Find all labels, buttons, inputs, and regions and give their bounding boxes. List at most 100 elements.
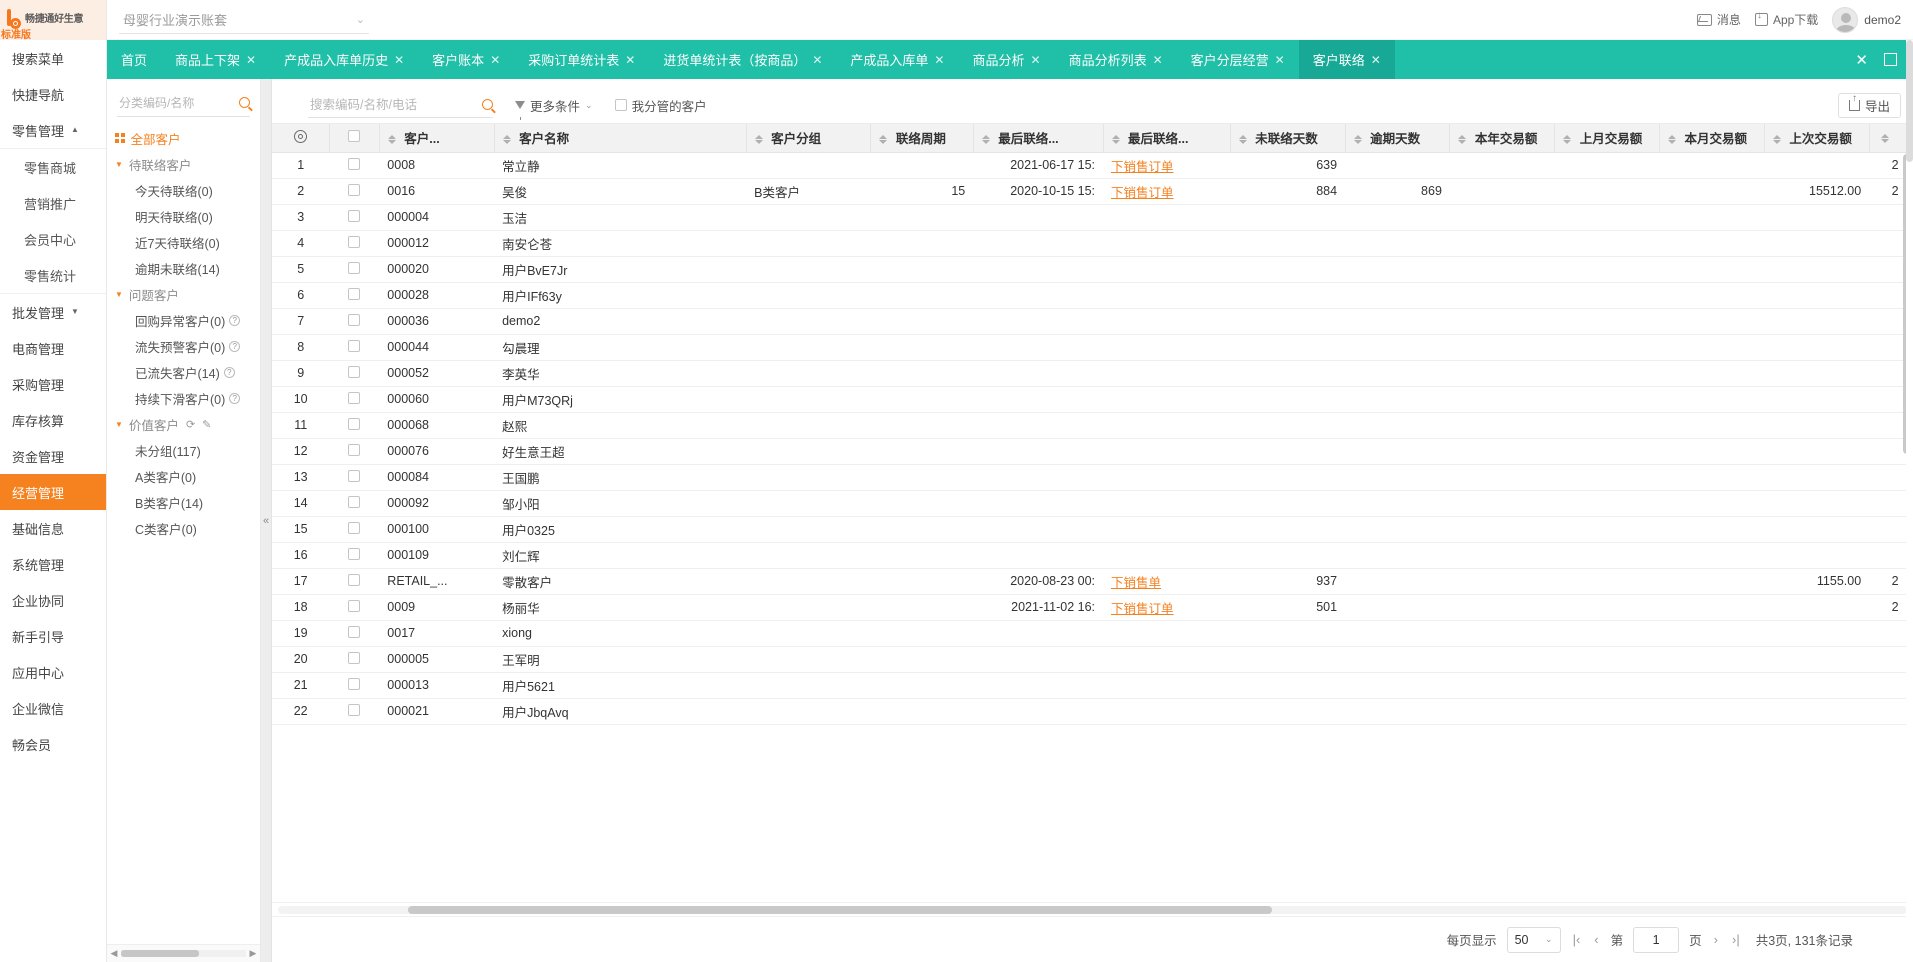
row-checkbox[interactable] <box>348 677 361 690</box>
refresh-icon[interactable]: ⟳ <box>185 418 196 431</box>
tree-node-tomorrow-pending[interactable]: 明天待联络(0) <box>107 203 260 229</box>
sidebar-subitem-retail-mall[interactable]: 零售商城 <box>0 149 106 185</box>
column-header-uncontacted-days[interactable]: 未联络天数 <box>1230 124 1346 153</box>
tab-customer-tiered-management[interactable]: 客户分层经营 ✕ <box>1177 40 1299 79</box>
row-checkbox[interactable] <box>348 495 361 508</box>
sidebar-subitem-retail-stats[interactable]: 零售统计 <box>0 257 106 293</box>
sort-icon[interactable] <box>1881 133 1890 143</box>
cell-row-checkbox[interactable] <box>329 360 380 387</box>
tree-node-class-a[interactable]: A类客户(0) <box>107 463 260 489</box>
row-checkbox[interactable] <box>348 573 361 586</box>
row-checkbox[interactable] <box>348 287 361 300</box>
tab-close-icon[interactable]: ✕ <box>625 52 636 67</box>
row-checkbox[interactable] <box>348 157 361 170</box>
column-settings-header[interactable] <box>272 124 330 153</box>
last-contact-action-link[interactable]: 下销售订单 <box>1111 601 1174 616</box>
column-header-this-month-amount[interactable]: 本月交易额 <box>1659 124 1765 153</box>
sort-icon[interactable] <box>879 135 888 145</box>
tab-home[interactable]: 首页 <box>107 40 161 79</box>
row-checkbox[interactable] <box>348 703 361 716</box>
sidebar-item-business-management[interactable]: 经营管理 <box>0 474 106 510</box>
cell-row-checkbox[interactable] <box>329 386 380 413</box>
tab-product-listing[interactable]: 商品上下架 ✕ <box>161 40 270 79</box>
column-header-last-month-amount[interactable]: 上月交易额 <box>1554 124 1661 153</box>
table-row[interactable]: 11 000068 赵熙 <box>272 412 1913 439</box>
messages-button[interactable]: 消息 <box>1696 11 1741 28</box>
table-row[interactable]: 5 000020 用户BvE7Jr <box>272 256 1913 283</box>
sidebar-item-wecom[interactable]: 企业微信 <box>0 690 106 726</box>
table-row[interactable]: 20 000005 王军明 <box>272 646 1913 673</box>
account-set-selector[interactable]: 母婴行业演示账套 ⌄ <box>119 6 369 34</box>
sidebar-item-search-menu[interactable]: 搜索菜单 <box>0 40 106 76</box>
cell-row-checkbox[interactable] <box>329 230 380 257</box>
tree-search[interactable] <box>117 89 250 117</box>
table-row[interactable]: 2 0016 吴俊 B类客户 15 2020-10-15 15: 下销售订单 884 869 15… <box>272 178 1913 205</box>
tab-product-analysis-list[interactable]: 商品分析列表 ✕ <box>1055 40 1177 79</box>
column-header-spare[interactable] <box>1869 124 1908 153</box>
tab-close-icon[interactable]: ✕ <box>394 52 405 67</box>
tree-node-overdue-uncontacted[interactable]: 逾期未联络(14) <box>107 255 260 281</box>
page-number-input[interactable] <box>1633 926 1680 953</box>
table-row[interactable]: 12 000076 好生意王超 <box>272 438 1913 465</box>
sidebar-item-chang-member[interactable]: 畅会员 <box>0 726 106 762</box>
table-row[interactable]: 6 000028 用户IFf63y <box>272 282 1913 309</box>
sidebar-item-enterprise-collaboration[interactable]: 企业协同 <box>0 582 106 618</box>
edit-icon[interactable]: ✎ <box>202 418 212 431</box>
tree-node-class-b[interactable]: B类客户(14) <box>107 489 260 515</box>
sort-icon[interactable] <box>1238 135 1247 145</box>
cell-row-checkbox[interactable] <box>329 204 380 231</box>
sidebar-subitem-marketing[interactable]: 营销推广 <box>0 185 106 221</box>
search-icon[interactable] <box>239 97 250 108</box>
tab-close-icon[interactable]: ✕ <box>1030 52 1041 67</box>
tree-horizontal-scrollbar[interactable]: ◀ ▶ <box>107 944 260 962</box>
tab-purchase-receipt-stats-by-product[interactable]: 进货单统计表（按商品） ✕ <box>649 40 836 79</box>
export-button[interactable]: 导出 <box>1837 92 1901 118</box>
cell-row-checkbox[interactable] <box>329 516 380 543</box>
sort-icon[interactable] <box>1772 135 1781 145</box>
tab-close-icon[interactable]: ✕ <box>490 52 501 67</box>
tab-close-icon[interactable]: ✕ <box>1274 52 1285 67</box>
column-header-last-contact-time[interactable]: 最后联络... <box>973 124 1104 153</box>
table-row[interactable]: 8 000044 勾晨理 <box>272 334 1913 361</box>
tab-purchase-order-stats[interactable]: 采购订单统计表 ✕ <box>514 40 649 79</box>
tree-node-class-c[interactable]: C类客户(0) <box>107 515 260 541</box>
table-row[interactable]: 10 000060 用户M73QRj <box>272 386 1913 413</box>
prev-page-icon[interactable]: ‹ <box>1594 932 1599 947</box>
my-customers-checkbox[interactable]: 我分管的客户 <box>614 96 707 115</box>
row-checkbox[interactable] <box>348 651 361 664</box>
customer-search[interactable] <box>308 92 493 118</box>
search-input[interactable] <box>308 96 458 113</box>
cell-row-checkbox[interactable] <box>329 646 380 673</box>
table-row[interactable]: 18 0009 杨丽华 2021-11-02 16: 下销售订单 501 2 <box>272 594 1913 621</box>
table-h-scroll-track[interactable] <box>278 905 1907 914</box>
tab-finished-goods-receipt[interactable]: 产成品入库单 ✕ <box>836 40 958 79</box>
tree-node-today-pending[interactable]: 今天待联络(0) <box>107 177 260 203</box>
cell-row-checkbox[interactable] <box>329 698 380 725</box>
caret-left-icon[interactable]: ◀ <box>110 948 118 958</box>
tree-scroll-track[interactable] <box>121 950 246 957</box>
cell-last-contact-action[interactable]: 下销售订单 <box>1103 594 1231 621</box>
gear-icon[interactable] <box>293 129 307 143</box>
sort-icon[interactable] <box>1111 135 1120 145</box>
checkbox-icon[interactable] <box>614 99 627 111</box>
column-header-period[interactable]: 联络周期 <box>870 124 974 153</box>
row-checkbox[interactable] <box>348 469 361 482</box>
help-icon[interactable]: ? <box>229 314 241 326</box>
last-contact-action-link[interactable]: 下销售订单 <box>1111 159 1174 174</box>
sidebar-item-fund-management[interactable]: 资金管理 <box>0 438 106 474</box>
select-all-header[interactable] <box>329 124 380 153</box>
cell-row-checkbox[interactable] <box>329 568 380 595</box>
last-contact-action-link[interactable]: 下销售单 <box>1111 575 1162 590</box>
row-checkbox[interactable] <box>348 183 361 196</box>
sort-icon[interactable] <box>754 135 763 145</box>
cell-row-checkbox[interactable] <box>329 620 380 647</box>
cell-row-checkbox[interactable] <box>329 308 380 335</box>
user-menu[interactable]: demo2 <box>1832 6 1901 33</box>
cell-row-checkbox[interactable] <box>329 412 380 439</box>
column-header-name[interactable]: 客户名称 <box>494 124 747 153</box>
cell-row-checkbox[interactable] <box>329 282 380 309</box>
tree-scroll-thumb[interactable] <box>121 950 199 957</box>
cell-last-contact-action[interactable]: 下销售订单 <box>1103 152 1231 179</box>
row-checkbox[interactable] <box>348 261 361 274</box>
table-row[interactable]: 9 000052 李英华 <box>272 360 1913 387</box>
